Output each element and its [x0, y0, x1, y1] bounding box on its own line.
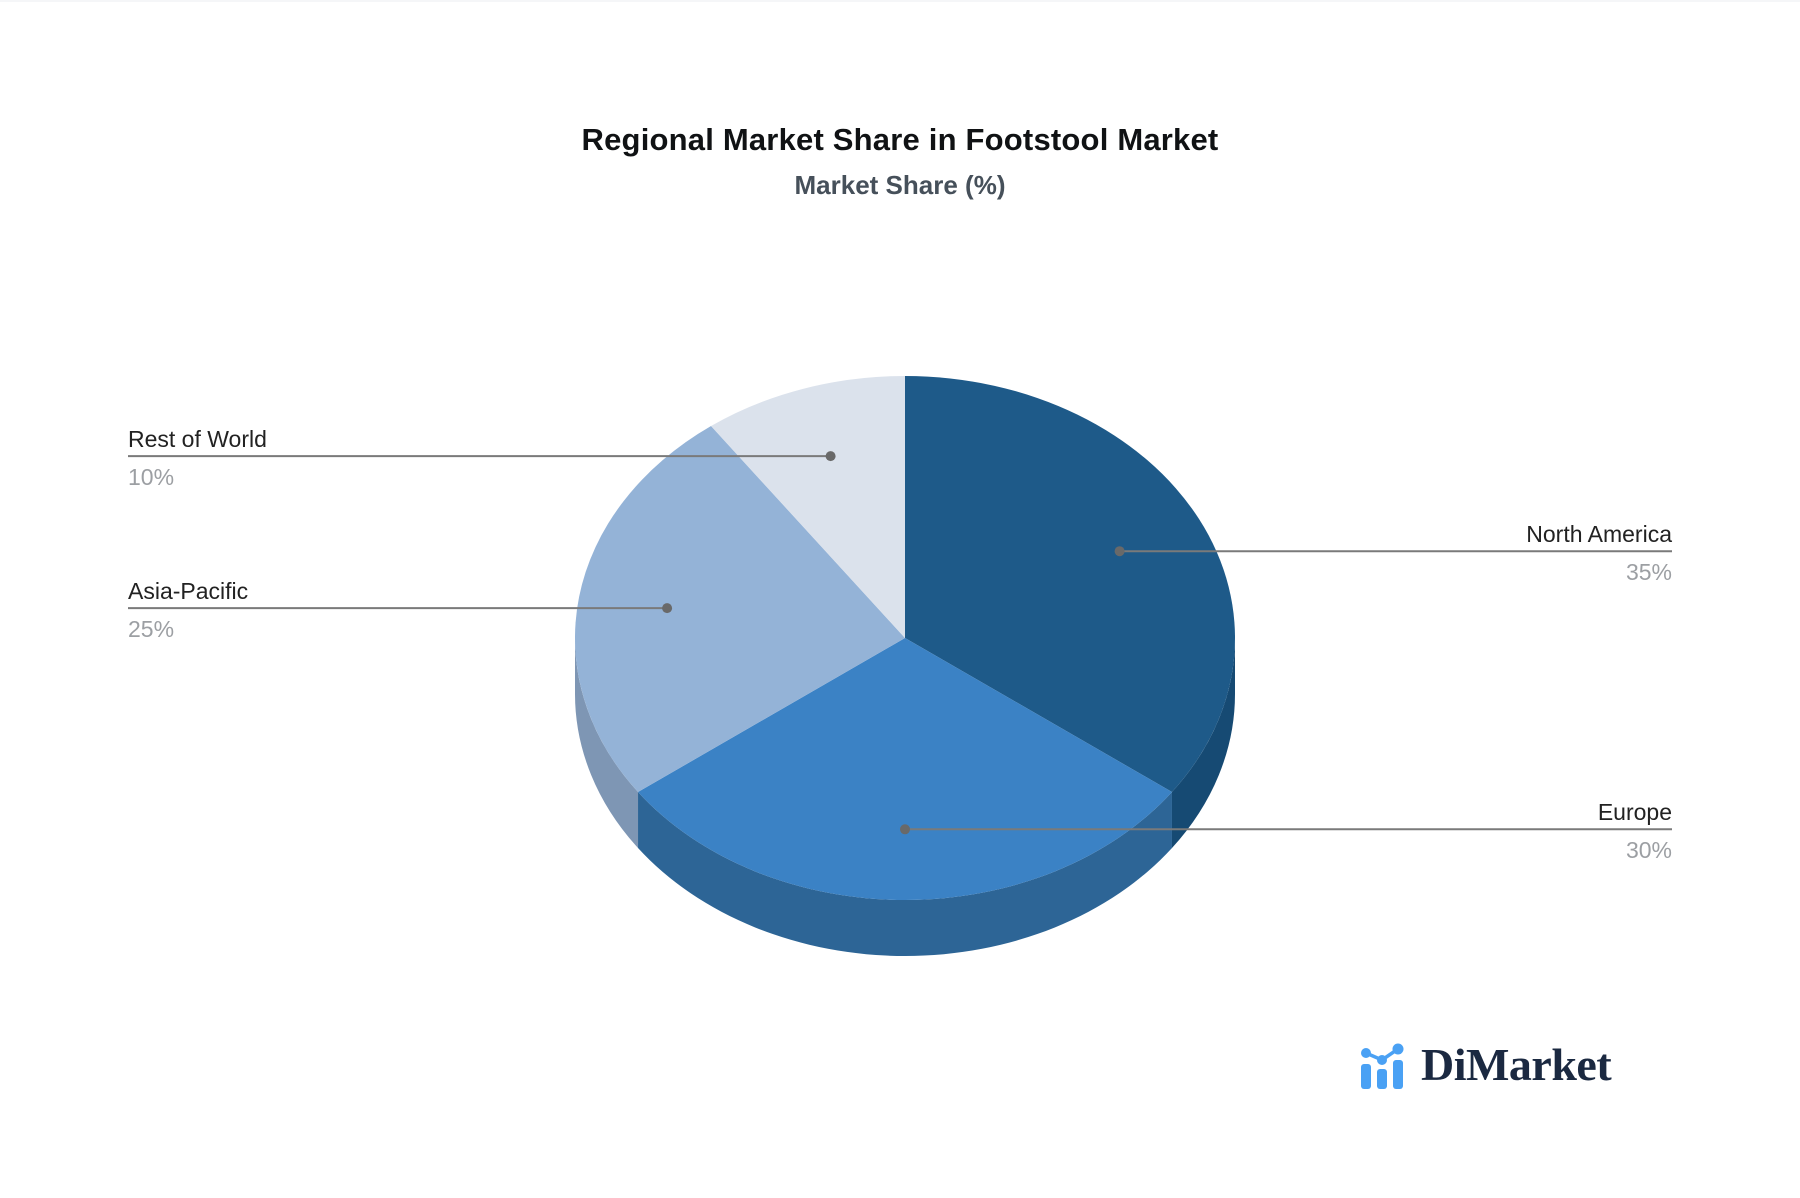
pie-slice-rest-of-world[interactable] — [711, 376, 905, 638]
chart-header: Regional Market Share in Footstool Marke… — [0, 120, 1800, 202]
pie-slice-europe[interactable] — [638, 638, 1172, 901]
slice-name-north-america: North America — [1526, 521, 1672, 548]
pie-slice-side-europe — [638, 792, 1172, 957]
pie-slice-side-north-america — [1171, 638, 1235, 848]
leader-dot-north-america — [1114, 546, 1125, 557]
slice-value-north-america: 35% — [1625, 559, 1672, 586]
bar-line-chart-icon — [1361, 1043, 1404, 1089]
slice-label-europe: Europe 30% — [1598, 798, 1672, 864]
slice-label-north-america: North America 35% — [1526, 520, 1672, 586]
slice-name-asia-pacific: Asia-Pacific — [128, 578, 249, 605]
slice-value-asia-pacific: 25% — [128, 616, 175, 643]
pie-slice-side-asia-pacific — [575, 638, 639, 848]
slice-value-europe: 30% — [1625, 837, 1672, 864]
leader-dot-rest-of-world — [825, 451, 836, 462]
leader-dot-asia-pacific — [662, 603, 673, 614]
dimarket-logo: DiMarket — [1360, 1039, 1612, 1090]
slice-name-rest-of-world: Rest of World — [128, 426, 267, 453]
slice-name-europe: Europe — [1597, 799, 1672, 826]
dimarket-logo-text: DiMarket — [1421, 1039, 1612, 1090]
chart-subtitle: Market Share (%) — [794, 170, 1006, 200]
slice-label-rest-of-world: Rest of World 10% — [128, 425, 267, 491]
leader-dot-europe — [900, 824, 910, 835]
chart-title: Regional Market Share in Footstool Marke… — [581, 122, 1219, 157]
slice-label-asia-pacific: Asia-Pacific 25% — [128, 577, 248, 643]
pie-slice-north-america[interactable] — [905, 376, 1236, 792]
pie-slice-asia-pacific[interactable] — [574, 426, 905, 792]
slice-value-rest-of-world: 10% — [128, 464, 175, 491]
